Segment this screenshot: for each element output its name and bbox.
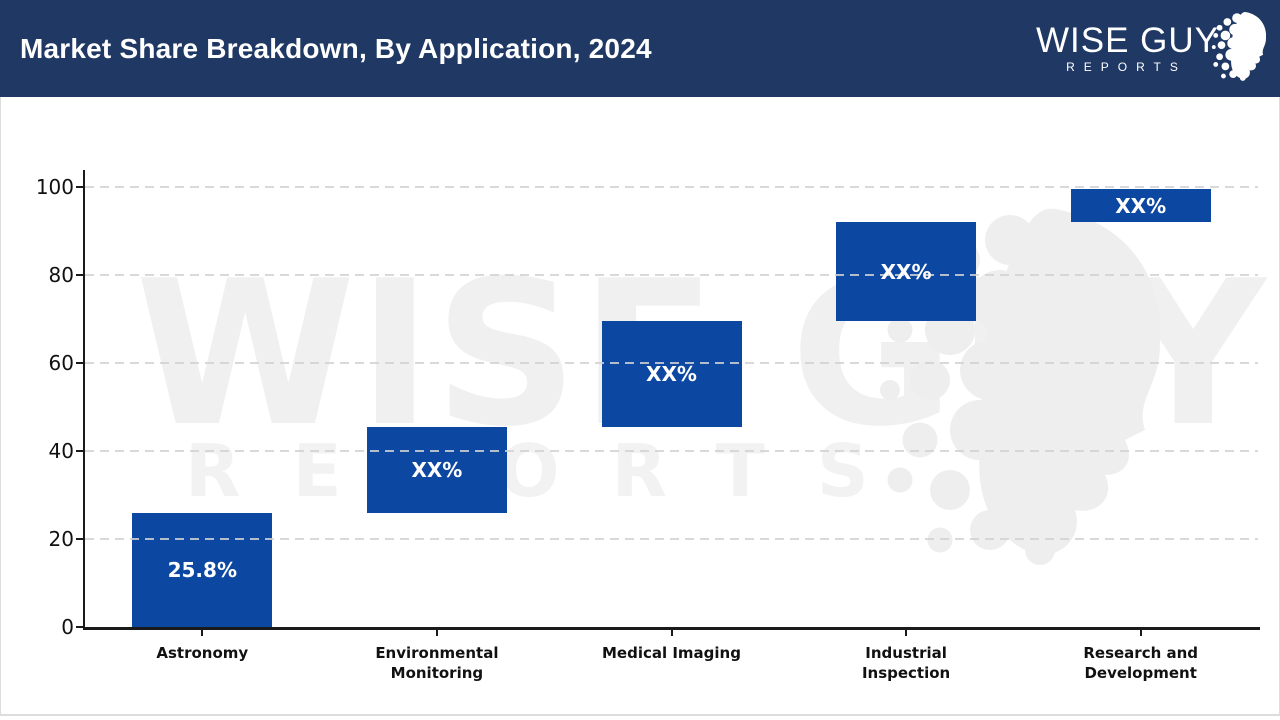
y-tick-label-20: 20 bbox=[48, 527, 74, 551]
y-tick-label-80: 80 bbox=[48, 263, 74, 287]
x-tick-mark bbox=[435, 630, 438, 636]
category-label-environmental: Environmental Monitoring bbox=[375, 644, 499, 682]
figure-border-left bbox=[0, 97, 1, 716]
y-tick-label-60: 60 bbox=[48, 351, 74, 375]
gridline-20 bbox=[85, 538, 1258, 540]
y-tick-mark bbox=[76, 626, 83, 628]
category-label-astronomy: Astronomy bbox=[156, 644, 249, 662]
x-axis-line bbox=[83, 627, 1260, 630]
y-axis-line bbox=[83, 170, 85, 630]
y-tick-mark bbox=[76, 274, 83, 276]
bar-value-label: XX% bbox=[1115, 193, 1167, 218]
category-label-medical-imaging: Medical Imaging bbox=[601, 644, 741, 662]
bar-value-label: XX% bbox=[880, 259, 932, 284]
bar-environmental-monitoring bbox=[366, 426, 507, 514]
bar-value-label: XX% bbox=[646, 362, 697, 386]
bar-value-label: XX% bbox=[411, 458, 463, 483]
y-tick-label-0: 0 bbox=[61, 615, 74, 639]
watermark-reports-label: REPORTS bbox=[185, 429, 921, 513]
market-share-chart: 25.8% XX% XX% XX% XX% 0 20 40 60 80 100 Astronomy E… bbox=[0, 97, 1280, 720]
y-tick-label-100: 100 bbox=[35, 175, 74, 199]
y-tick-mark bbox=[76, 362, 83, 364]
x-tick-mark bbox=[905, 630, 908, 636]
brand-logo: WISE GUY REPORTS bbox=[1036, 6, 1266, 92]
gridline-80 bbox=[85, 274, 1258, 276]
bar-industrial-inspection bbox=[836, 222, 977, 322]
gridline-100 bbox=[85, 186, 1258, 188]
bar-medical-imaging bbox=[601, 321, 742, 427]
page-title: Market Share Breakdown, By Application, … bbox=[20, 32, 652, 64]
y-tick-mark bbox=[76, 186, 83, 188]
brand-reports-label: REPORTS bbox=[1066, 60, 1187, 74]
bar-astronomy bbox=[132, 513, 273, 627]
bar-value-label: 25.8% bbox=[167, 558, 237, 583]
plot-area: 25.8% XX% XX% XX% XX% bbox=[85, 170, 1258, 627]
wiseguy-face-icon bbox=[1211, 12, 1266, 81]
y-tick-label-40: 40 bbox=[48, 439, 74, 463]
x-tick-mark bbox=[201, 630, 204, 636]
x-tick-mark bbox=[1139, 630, 1142, 636]
y-tick-mark bbox=[76, 450, 83, 452]
gridline-60 bbox=[85, 362, 1258, 364]
app-header: Market Share Breakdown, By Application, … bbox=[0, 0, 1280, 97]
gridline-40 bbox=[85, 450, 1258, 452]
figure-border-bottom bbox=[0, 714, 1280, 716]
y-tick-mark bbox=[76, 538, 83, 540]
x-tick-mark bbox=[670, 630, 673, 636]
brand-wordmark: WISE GUY bbox=[1036, 21, 1220, 60]
bar-research-and-development bbox=[1070, 189, 1211, 223]
category-label-research-and: Research and Development bbox=[1083, 644, 1199, 682]
category-label-industrial: Industrial Inspection bbox=[861, 644, 951, 682]
